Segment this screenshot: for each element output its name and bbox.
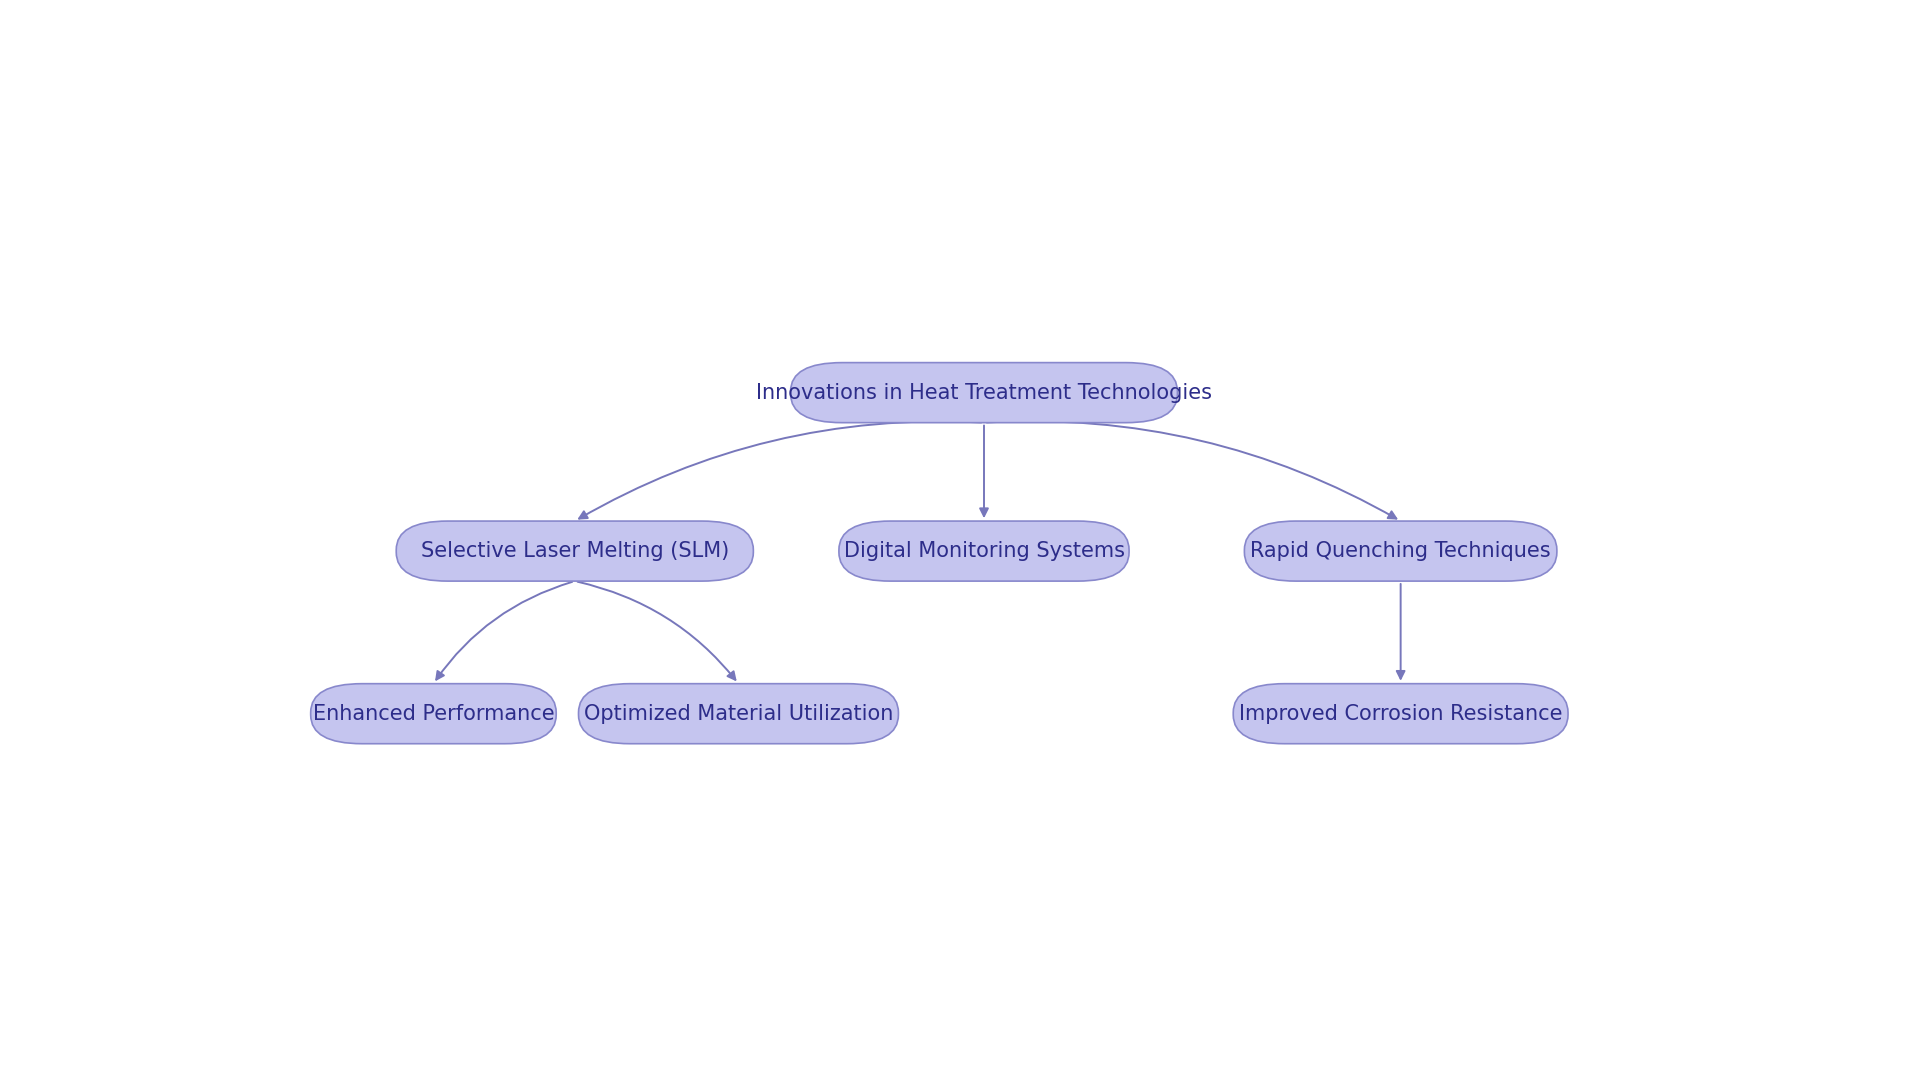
FancyBboxPatch shape: [1244, 521, 1557, 582]
Text: Enhanced Performance: Enhanced Performance: [313, 704, 555, 723]
Text: Innovations in Heat Treatment Technologies: Innovations in Heat Treatment Technologi…: [756, 382, 1212, 403]
Text: Improved Corrosion Resistance: Improved Corrosion Resistance: [1238, 704, 1563, 723]
FancyBboxPatch shape: [578, 683, 899, 744]
FancyBboxPatch shape: [1233, 683, 1569, 744]
Text: Rapid Quenching Techniques: Rapid Quenching Techniques: [1250, 542, 1551, 561]
FancyBboxPatch shape: [791, 363, 1177, 422]
FancyBboxPatch shape: [311, 683, 557, 744]
Text: Selective Laser Melting (SLM): Selective Laser Melting (SLM): [420, 542, 730, 561]
FancyBboxPatch shape: [839, 521, 1129, 582]
Text: Digital Monitoring Systems: Digital Monitoring Systems: [843, 542, 1125, 561]
Text: Optimized Material Utilization: Optimized Material Utilization: [584, 704, 893, 723]
FancyBboxPatch shape: [396, 521, 753, 582]
